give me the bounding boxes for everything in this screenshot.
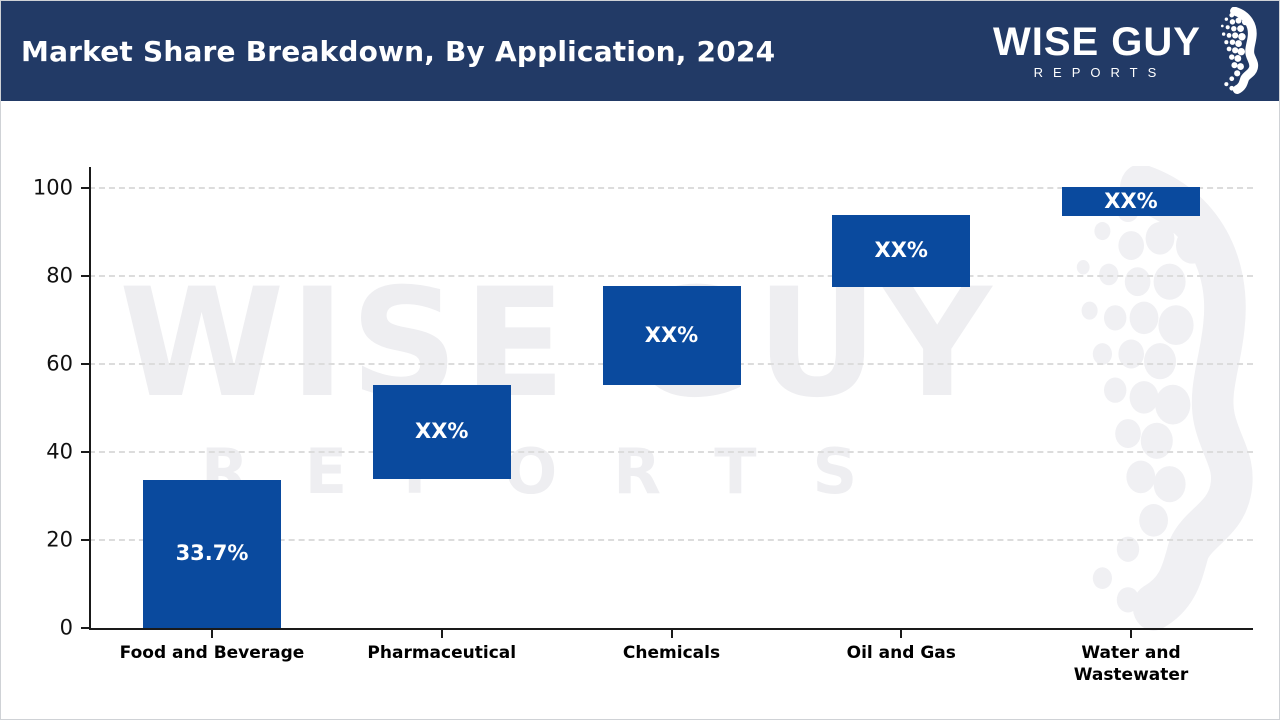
bar-pharmaceutical: XX% bbox=[372, 385, 511, 479]
gridline bbox=[89, 275, 1253, 277]
y-tick-mark bbox=[81, 451, 89, 453]
y-tick-mark bbox=[81, 187, 89, 189]
watermark-head-icon bbox=[1076, 166, 1253, 631]
page-title: Market Share Breakdown, By Application, … bbox=[21, 34, 776, 68]
bar-value-label: XX% bbox=[644, 323, 699, 348]
gridline bbox=[89, 187, 1253, 189]
bar-oil-and-gas: XX% bbox=[832, 214, 971, 287]
x-axis-line bbox=[89, 628, 1253, 630]
logo-wordmark: WISE GUY bbox=[992, 20, 1201, 64]
gridline bbox=[89, 539, 1253, 541]
y-tick-mark bbox=[81, 275, 89, 277]
header-bar: Market Share Breakdown, By Application, … bbox=[1, 1, 1279, 101]
x-tick-mark bbox=[440, 630, 443, 638]
bar-food-and-beverage: 33.7% bbox=[143, 479, 281, 628]
x-tick-mark bbox=[211, 630, 213, 638]
y-tick-label: 0 bbox=[59, 615, 73, 640]
category-label: Food and Beverage bbox=[119, 643, 305, 663]
x-tick-mark bbox=[670, 630, 673, 638]
bar-chemicals: XX% bbox=[602, 286, 741, 386]
category-label: Chemicals bbox=[622, 643, 721, 663]
y-tick-mark bbox=[81, 363, 89, 365]
y-tick-label: 100 bbox=[32, 175, 73, 200]
y-tick-label: 60 bbox=[46, 351, 73, 376]
bar-value-label: XX% bbox=[415, 419, 469, 444]
y-axis-line bbox=[89, 167, 91, 630]
bar-value-label: XX% bbox=[1104, 189, 1158, 214]
logo-subtext: REPORTS bbox=[1033, 65, 1167, 80]
wiseguy-logo: WISE GUY REPORTS bbox=[993, 7, 1259, 95]
watermark-wordmark: WISE GUY bbox=[119, 257, 997, 431]
category-label: Oil and Gas bbox=[846, 643, 956, 663]
wiseguy-head-icon bbox=[1220, 7, 1259, 94]
y-tick-mark bbox=[81, 539, 89, 541]
x-tick-mark bbox=[900, 630, 903, 638]
bar-value-label: XX% bbox=[874, 238, 928, 263]
category-label: Water and Wastewater bbox=[1073, 643, 1189, 686]
bar-value-label: 33.7% bbox=[175, 541, 249, 566]
x-tick-mark bbox=[1130, 630, 1132, 638]
y-tick-label: 40 bbox=[46, 439, 73, 464]
watermark-subtext: REPORTS bbox=[201, 435, 914, 508]
y-tick-label: 20 bbox=[46, 527, 73, 552]
logo-text: WISE GUY REPORTS bbox=[993, 22, 1201, 80]
bar-water-and-wastewater: XX% bbox=[1062, 187, 1200, 217]
gridline bbox=[89, 451, 1253, 453]
category-label: Pharmaceutical bbox=[367, 643, 517, 663]
y-tick-label: 80 bbox=[46, 263, 73, 288]
y-tick-mark bbox=[81, 627, 89, 629]
